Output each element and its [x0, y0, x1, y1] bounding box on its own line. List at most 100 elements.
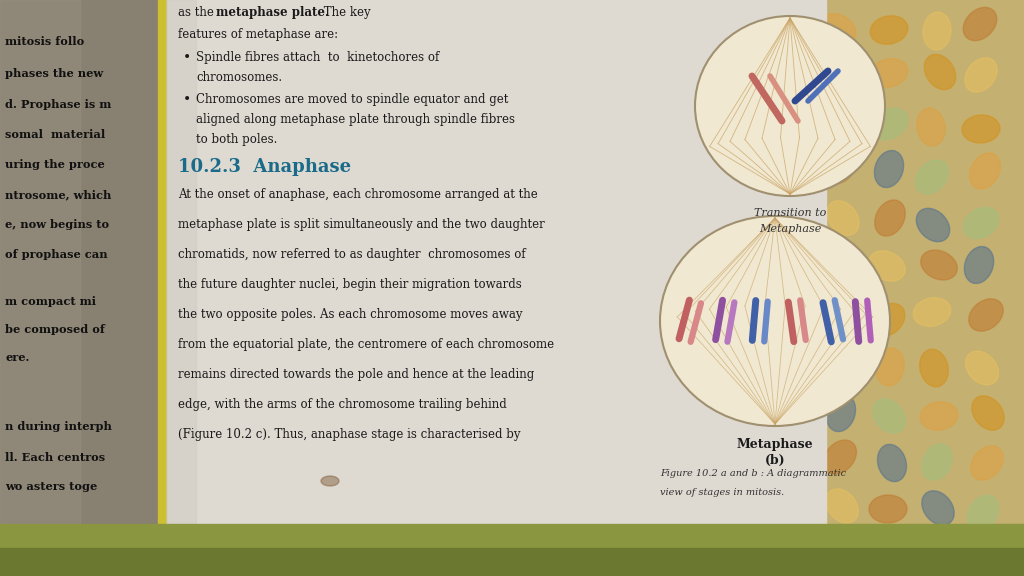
Text: (b): (b) — [765, 454, 785, 467]
Text: aligned along metaphase plate through spindle fibres: aligned along metaphase plate through sp… — [196, 113, 515, 126]
Ellipse shape — [922, 444, 952, 480]
Bar — [0, 524, 1024, 576]
Text: Figure 10.2 a and b : A diagrammatic: Figure 10.2 a and b : A diagrammatic — [660, 469, 846, 478]
Ellipse shape — [916, 209, 949, 242]
Ellipse shape — [870, 16, 908, 44]
Bar — [158, 0, 166, 526]
Bar — [820, 0, 1024, 576]
Ellipse shape — [869, 495, 907, 523]
Ellipse shape — [695, 16, 885, 196]
Bar — [0, 0, 158, 526]
Bar — [0, 548, 1024, 576]
Text: metaphase plate.: metaphase plate. — [216, 6, 329, 19]
Ellipse shape — [872, 399, 905, 433]
Ellipse shape — [826, 59, 861, 91]
Text: (Figure 10.2 c). Thus, anaphase stage is characterised by: (Figure 10.2 c). Thus, anaphase stage is… — [178, 428, 520, 441]
Ellipse shape — [964, 207, 998, 238]
Ellipse shape — [874, 200, 905, 236]
Ellipse shape — [923, 12, 951, 50]
Ellipse shape — [823, 440, 856, 474]
Text: of prophase can: of prophase can — [5, 249, 108, 260]
Text: Spindle fibres attach  to  kinetochores of: Spindle fibres attach to kinetochores of — [196, 51, 439, 64]
Ellipse shape — [876, 348, 904, 386]
Text: uring the proce: uring the proce — [5, 159, 104, 170]
Ellipse shape — [965, 58, 997, 92]
Text: remains directed towards the pole and hence at the leading: remains directed towards the pole and he… — [178, 368, 535, 381]
Text: 10.2.3  Anaphase: 10.2.3 Anaphase — [178, 158, 351, 176]
Text: chromatids, now referred to as daughter  chromosomes of: chromatids, now referred to as daughter … — [178, 248, 525, 261]
Ellipse shape — [660, 216, 890, 426]
Text: Chromosomes are moved to spindle equator and get: Chromosomes are moved to spindle equator… — [196, 93, 508, 106]
Ellipse shape — [962, 115, 1000, 143]
Text: as the: as the — [178, 6, 218, 19]
Ellipse shape — [827, 106, 856, 144]
Ellipse shape — [966, 351, 998, 385]
Ellipse shape — [871, 304, 905, 336]
Ellipse shape — [965, 247, 993, 283]
Text: ll. Each centros: ll. Each centros — [5, 452, 105, 463]
Text: metaphase plate is split simultaneously and the two daughter: metaphase plate is split simultaneously … — [178, 218, 545, 231]
Text: chromosomes.: chromosomes. — [196, 71, 283, 84]
Ellipse shape — [970, 153, 1000, 189]
Text: d. Prophase is m: d. Prophase is m — [5, 99, 112, 110]
Text: be composed of: be composed of — [5, 324, 104, 335]
Text: n during interph: n during interph — [5, 421, 112, 432]
Ellipse shape — [878, 444, 906, 482]
Text: to both poles.: to both poles. — [196, 133, 278, 146]
Text: e, now begins to: e, now begins to — [5, 219, 110, 230]
Ellipse shape — [869, 251, 905, 281]
Ellipse shape — [876, 538, 904, 576]
Text: mitosis follo: mitosis follo — [5, 36, 84, 47]
Ellipse shape — [822, 151, 856, 184]
Ellipse shape — [920, 349, 948, 386]
Ellipse shape — [321, 476, 339, 486]
Ellipse shape — [921, 402, 957, 430]
Ellipse shape — [913, 298, 950, 326]
Text: •: • — [183, 93, 191, 107]
Text: the future daughter nuclei, begin their migration towards: the future daughter nuclei, begin their … — [178, 278, 522, 291]
Ellipse shape — [824, 253, 854, 290]
Text: phases the new: phases the new — [5, 68, 103, 79]
Ellipse shape — [826, 395, 855, 431]
Text: The key: The key — [319, 6, 371, 19]
Text: ntrosome, which: ntrosome, which — [5, 189, 112, 200]
Ellipse shape — [921, 250, 957, 280]
Ellipse shape — [825, 489, 858, 523]
Text: Metaphase: Metaphase — [736, 438, 813, 451]
Ellipse shape — [972, 396, 1005, 430]
Bar — [166, 0, 826, 526]
Bar — [166, 0, 196, 526]
Text: from the equatorial plate, the centromere of each chromosome: from the equatorial plate, the centromer… — [178, 338, 554, 351]
Ellipse shape — [922, 491, 954, 525]
Ellipse shape — [821, 298, 859, 326]
Ellipse shape — [874, 150, 903, 188]
Text: •: • — [183, 51, 191, 65]
Ellipse shape — [872, 108, 907, 140]
Ellipse shape — [916, 108, 945, 146]
Ellipse shape — [925, 54, 955, 90]
Ellipse shape — [820, 14, 856, 44]
Text: Transition to: Transition to — [754, 208, 826, 218]
Text: somal  material: somal material — [5, 129, 105, 140]
Ellipse shape — [870, 59, 907, 88]
Ellipse shape — [827, 539, 855, 576]
Ellipse shape — [827, 200, 859, 235]
Text: edge, with the arms of the chromosome trailing behind: edge, with the arms of the chromosome tr… — [178, 398, 507, 411]
Text: m compact mi: m compact mi — [5, 296, 96, 307]
Ellipse shape — [971, 446, 1004, 480]
Text: the two opposite poles. As each chromosome moves away: the two opposite poles. As each chromoso… — [178, 308, 522, 321]
Text: view of stages in mitosis.: view of stages in mitosis. — [660, 488, 784, 497]
Ellipse shape — [969, 299, 1004, 331]
Text: wo asters toge: wo asters toge — [5, 481, 97, 492]
Ellipse shape — [968, 495, 998, 530]
Text: features of metaphase are:: features of metaphase are: — [178, 28, 338, 41]
Text: ere.: ere. — [5, 352, 30, 363]
Text: Metaphase: Metaphase — [759, 224, 821, 234]
Ellipse shape — [915, 160, 948, 194]
Ellipse shape — [819, 349, 857, 377]
Ellipse shape — [964, 7, 996, 40]
Bar — [0, 0, 80, 526]
Ellipse shape — [972, 538, 1000, 576]
Text: At the onset of anaphase, each chromosome arranged at the: At the onset of anaphase, each chromosom… — [178, 188, 538, 201]
Ellipse shape — [926, 540, 954, 576]
